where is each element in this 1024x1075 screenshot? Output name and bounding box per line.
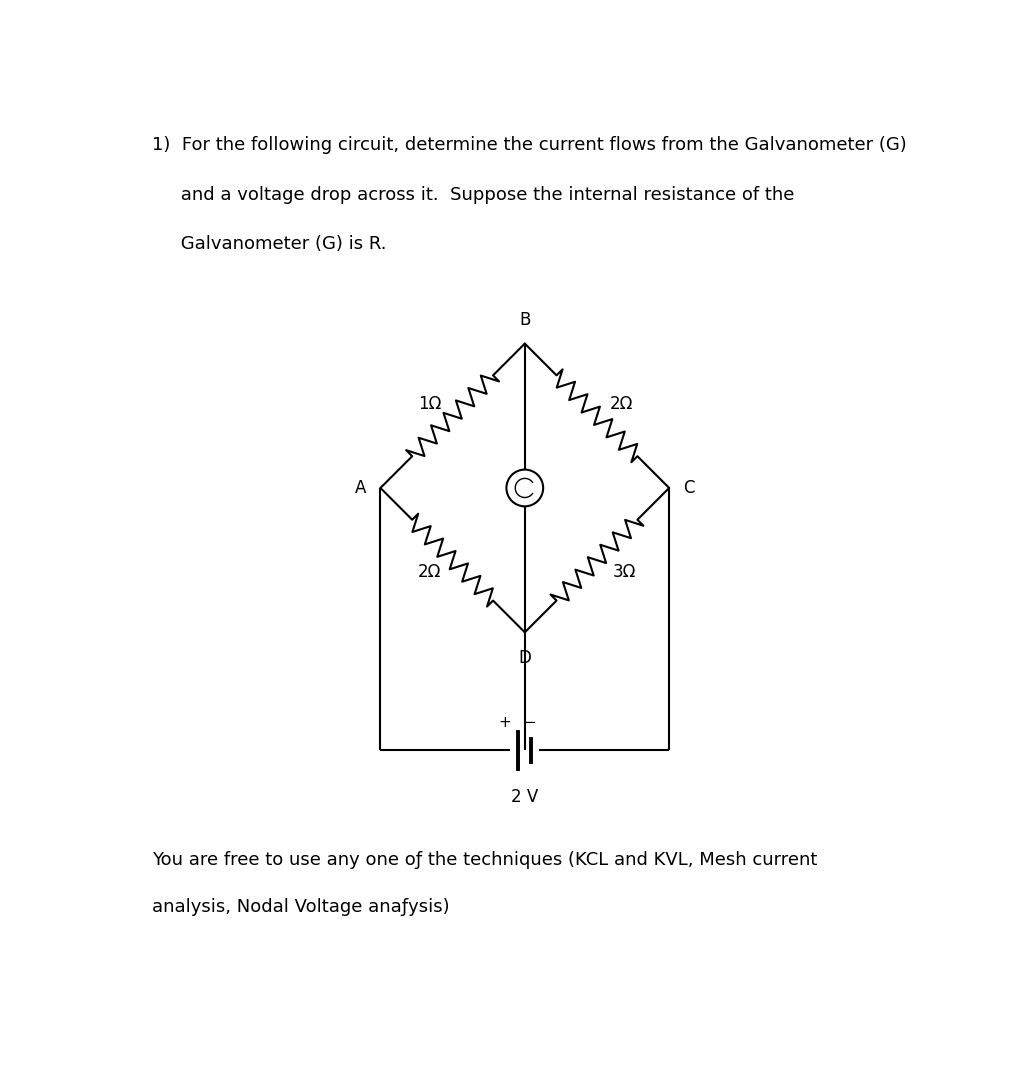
Text: 1)  For the following circuit, determine the current flows from the Galvanometer: 1) For the following circuit, determine … [152,137,906,155]
Text: A: A [354,479,366,497]
Text: 1Ω: 1Ω [418,395,441,413]
Text: +: + [499,715,512,730]
Text: 3Ω: 3Ω [612,563,636,581]
Text: You are free to use any one oƒ the techniques (KCL and KVL, Mesh current: You are free to use any one oƒ the techn… [152,851,817,870]
Text: 2Ω: 2Ω [418,563,441,581]
Text: B: B [519,311,530,329]
Text: −: − [523,715,537,730]
Text: Galvanometer (G) is R.: Galvanometer (G) is R. [152,234,386,253]
Text: 2 V: 2 V [511,788,539,806]
Text: D: D [518,648,531,666]
Text: C: C [684,479,695,497]
Text: 2Ω: 2Ω [610,395,634,413]
Text: analysis, Nodal Voltage anaƒysis): analysis, Nodal Voltage anaƒysis) [152,898,450,916]
Text: and a voltage drop across it.  Suppose the internal resistance of the: and a voltage drop across it. Suppose th… [152,186,795,203]
